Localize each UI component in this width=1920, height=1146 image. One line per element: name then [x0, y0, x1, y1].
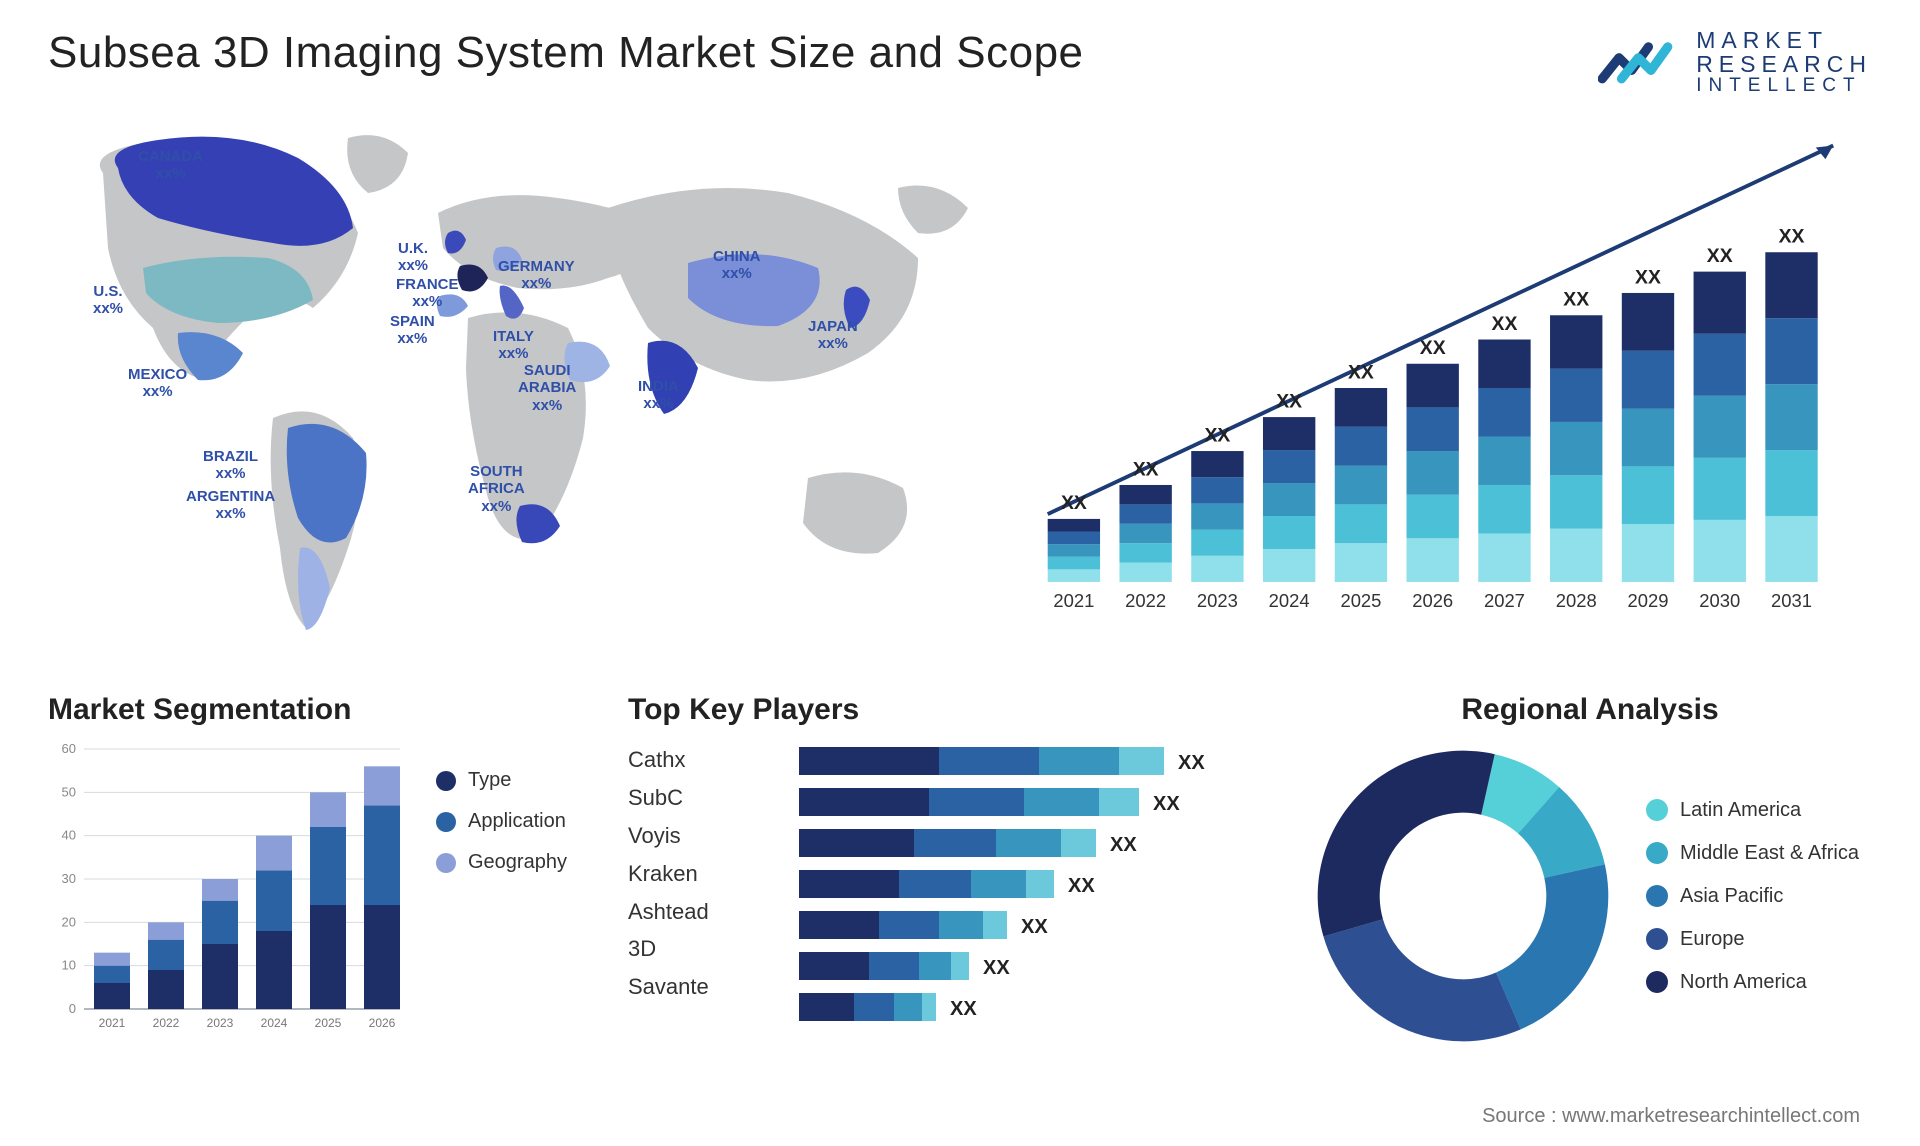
map-label: FRANCExx% [396, 276, 459, 311]
player-name: Savante [628, 968, 758, 1006]
svg-text:2023: 2023 [1197, 590, 1238, 611]
players-title: Top Key Players [628, 693, 1268, 727]
map-label: INDIAxx% [638, 378, 679, 413]
legend-item: Geography [436, 851, 567, 874]
svg-text:XX: XX [1348, 362, 1374, 384]
svg-text:2023: 2023 [207, 1016, 234, 1030]
svg-text:2022: 2022 [153, 1016, 180, 1030]
legend-item: Asia Pacific [1646, 885, 1859, 908]
player-name: 3D [628, 930, 758, 968]
svg-text:XX: XX [1021, 916, 1048, 938]
svg-text:2029: 2029 [1628, 590, 1669, 611]
player-name: SubC [628, 779, 758, 817]
player-name: Ashtead [628, 893, 758, 931]
player-name: Kraken [628, 855, 758, 893]
svg-text:20: 20 [62, 915, 76, 930]
svg-text:2028: 2028 [1556, 590, 1597, 611]
svg-text:XX: XX [1707, 245, 1733, 267]
regional-legend: Latin America Middle East & Africa Asia Pa… [1646, 799, 1859, 994]
svg-text:0: 0 [69, 1001, 76, 1016]
logo-text-3: INTELLECT [1696, 76, 1872, 96]
svg-text:XX: XX [1563, 289, 1589, 311]
segmentation-legend: Type Application Geography [436, 741, 567, 1041]
map-label: SAUDIARABIAxx% [518, 362, 576, 414]
legend-item: Middle East & Africa [1646, 842, 1859, 865]
map-label: BRAZILxx% [203, 448, 258, 483]
svg-text:30: 30 [62, 871, 76, 886]
svg-text:2026: 2026 [1412, 590, 1453, 611]
svg-text:2024: 2024 [261, 1016, 288, 1030]
svg-text:2026: 2026 [369, 1016, 396, 1030]
regional-title: Regional Analysis [1308, 693, 1872, 727]
map-label: GERMANYxx% [498, 258, 575, 293]
legend-item: Type [436, 769, 567, 792]
svg-text:2021: 2021 [1053, 590, 1094, 611]
source-text: Source : www.marketresearchintellect.com [1482, 1105, 1860, 1128]
svg-text:XX: XX [1068, 875, 1095, 897]
svg-text:XX: XX [1276, 391, 1302, 413]
brand-logo: MARKET RESEARCH INTELLECT [1598, 28, 1872, 96]
map-label: MEXICOxx% [128, 366, 187, 401]
svg-text:60: 60 [62, 741, 76, 756]
logo-text-2: RESEARCH [1696, 52, 1872, 76]
forecast-chart: XX 2021 XX 2022 XX 2023 XX 2024 XX 2025 XX 2026 XX 20… [1038, 118, 1872, 658]
forecast-chart-panel: XX 2021 XX 2022 XX 2023 XX 2024 XX 2025 XX 2026 XX 20… [1038, 118, 1872, 663]
svg-text:XX: XX [950, 998, 977, 1020]
map-label: U.S.xx% [93, 283, 123, 318]
svg-text:XX: XX [1153, 793, 1180, 815]
svg-text:XX: XX [1133, 458, 1159, 480]
svg-text:XX: XX [1204, 425, 1230, 447]
map-label: SOUTHAFRICAxx% [468, 463, 525, 515]
regional-panel: Regional Analysis Latin America Middle Ea… [1308, 693, 1872, 1051]
logo-text-1: MARKET [1696, 28, 1872, 52]
svg-text:2030: 2030 [1699, 590, 1740, 611]
player-name: Cathx [628, 741, 758, 779]
svg-text:XX: XX [1110, 834, 1137, 856]
players-panel: Top Key Players CathxSubCVoyisKrakenAsht… [628, 693, 1268, 1051]
legend-item: Latin America [1646, 799, 1859, 822]
map-label: CANADAxx% [138, 148, 203, 183]
svg-text:2022: 2022 [1125, 590, 1166, 611]
svg-text:XX: XX [1492, 313, 1518, 335]
map-label: U.K.xx% [398, 240, 428, 275]
segmentation-title: Market Segmentation [48, 693, 588, 727]
svg-text:XX: XX [1779, 226, 1805, 248]
map-label: ITALYxx% [493, 328, 534, 363]
svg-text:2021: 2021 [99, 1016, 126, 1030]
svg-text:40: 40 [62, 828, 76, 843]
world-map-panel: CANADAxx% U.S.xx% MEXICOxx% BRAZILxx% ARGENT… [48, 118, 988, 663]
svg-text:2025: 2025 [315, 1016, 342, 1030]
svg-text:XX: XX [1420, 337, 1446, 359]
segmentation-chart: 0 10 20 30 40 50 60 2021 2022 2023 2024 2025 2026 [48, 741, 408, 1041]
map-label: SPAINxx% [390, 313, 435, 348]
svg-text:XX: XX [983, 957, 1010, 979]
svg-text:XX: XX [1061, 492, 1087, 514]
legend-item: Application [436, 810, 567, 833]
map-label: ARGENTINAxx% [186, 488, 275, 523]
segmentation-panel: Market Segmentation 0 10 20 30 40 50 60 2021 202… [48, 693, 588, 1051]
svg-text:XX: XX [1635, 266, 1661, 288]
player-name: Voyis [628, 817, 758, 855]
map-label: CHINAxx% [713, 248, 761, 283]
svg-text:XX: XX [1178, 752, 1205, 774]
players-chart: XX XX XX XX XX XX XX [782, 741, 1268, 1051]
regional-donut [1308, 741, 1618, 1051]
svg-text:50: 50 [62, 785, 76, 800]
logo-icon [1598, 34, 1682, 90]
map-label: JAPANxx% [808, 318, 858, 353]
legend-item: Europe [1646, 928, 1859, 951]
svg-text:2027: 2027 [1484, 590, 1525, 611]
page-title: Subsea 3D Imaging System Market Size and… [48, 28, 1084, 78]
svg-text:2024: 2024 [1269, 590, 1310, 611]
players-list: CathxSubCVoyisKrakenAshtead3DSavante [628, 741, 758, 1051]
svg-text:2031: 2031 [1771, 590, 1812, 611]
legend-item: North America [1646, 971, 1859, 994]
svg-text:2025: 2025 [1340, 590, 1381, 611]
svg-text:10: 10 [62, 958, 76, 973]
